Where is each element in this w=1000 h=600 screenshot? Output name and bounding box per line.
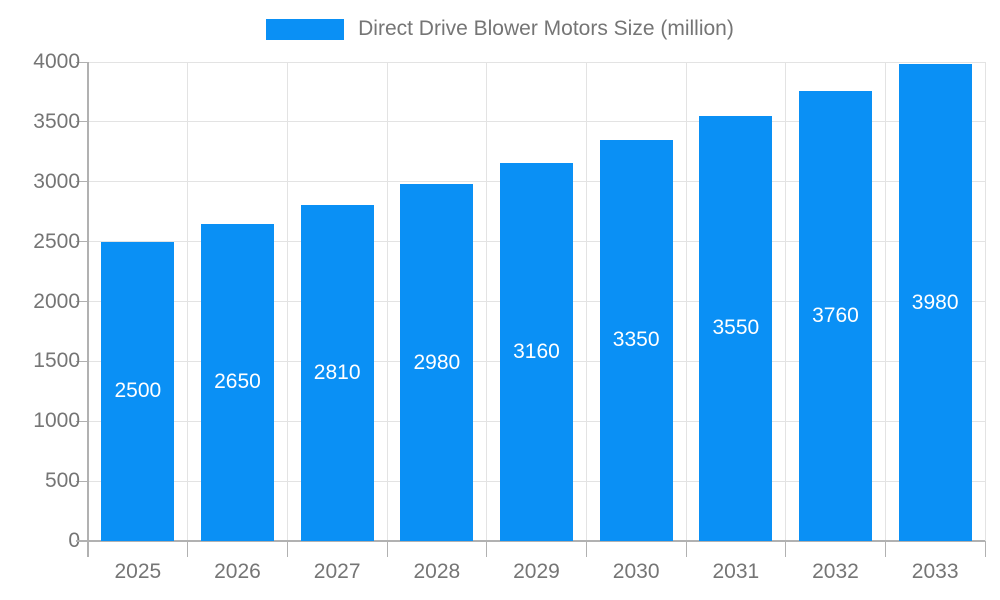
bar-value-label: 2980 xyxy=(413,350,461,374)
bar-value-label: 2810 xyxy=(313,360,361,384)
y-tick-label: 1500 xyxy=(33,349,80,373)
y-tick-label: 3000 xyxy=(33,169,80,193)
y-tick xyxy=(76,480,88,482)
x-tick xyxy=(685,541,687,557)
bar xyxy=(400,184,474,541)
y-tick-label: 0 xyxy=(68,529,80,552)
bar xyxy=(300,204,374,541)
x-tick-label: 2028 xyxy=(413,560,461,583)
y-gridline xyxy=(88,121,985,123)
x-gridline xyxy=(984,62,986,541)
bar xyxy=(699,115,773,541)
y-tick-label: 2000 xyxy=(33,289,80,313)
x-tick xyxy=(286,541,288,557)
bar xyxy=(101,241,175,541)
y-tick-label: 3500 xyxy=(33,109,80,133)
x-tick xyxy=(785,541,787,557)
legend-swatch xyxy=(266,18,345,40)
y-tick xyxy=(76,301,88,302)
y-tick xyxy=(76,121,88,123)
x-gridline xyxy=(187,62,189,541)
y-gridline xyxy=(88,61,985,63)
x-tick-label: 2030 xyxy=(612,560,660,583)
bar-value-label: 3980 xyxy=(911,290,959,314)
x-tick xyxy=(984,541,986,557)
x-tick xyxy=(386,541,388,557)
x-gridline xyxy=(785,62,787,541)
x-tick-label: 2025 xyxy=(114,560,162,583)
x-axis-line xyxy=(76,540,985,542)
x-tick xyxy=(486,541,488,557)
bar xyxy=(201,223,274,541)
bar-value-label: 3760 xyxy=(812,303,859,327)
y-tick-label: 4000 xyxy=(33,50,80,73)
x-tick-label: 2031 xyxy=(712,560,760,583)
x-tick-label: 2033 xyxy=(911,560,959,583)
bar-value-label: 3160 xyxy=(513,339,560,363)
y-tick-label: 500 xyxy=(44,469,80,493)
y-tick xyxy=(76,241,88,243)
x-gridline xyxy=(685,62,687,541)
bar xyxy=(799,90,872,541)
x-tick xyxy=(884,541,886,557)
bar-value-label: 3550 xyxy=(712,316,760,340)
x-tick-label: 2027 xyxy=(313,560,361,583)
y-tick xyxy=(76,181,88,183)
y-tick xyxy=(76,61,88,63)
legend-label: Direct Drive Blower Motors Size (million… xyxy=(358,17,734,40)
x-gridline xyxy=(286,62,288,541)
x-gridline xyxy=(585,62,587,541)
bar xyxy=(599,139,673,541)
x-gridline xyxy=(386,62,388,541)
y-axis-line xyxy=(87,62,89,557)
x-tick xyxy=(187,541,189,557)
x-gridline xyxy=(884,62,886,541)
legend: Direct Drive Blower Motors Size (million… xyxy=(0,17,1000,41)
x-gridline xyxy=(486,62,488,541)
y-tick-label: 2500 xyxy=(33,229,80,253)
y-tick xyxy=(76,420,88,422)
bar xyxy=(898,64,972,541)
y-tick-label: 1000 xyxy=(33,409,80,433)
x-tick-label: 2026 xyxy=(214,560,261,583)
x-tick xyxy=(585,541,587,557)
bar-value-label: 2650 xyxy=(214,370,261,394)
x-tick-label: 2032 xyxy=(812,560,859,583)
x-tick-label: 2029 xyxy=(513,560,560,583)
bar-value-label: 2500 xyxy=(114,379,162,403)
y-tick xyxy=(76,360,88,362)
bar xyxy=(500,162,573,541)
bar-value-label: 3350 xyxy=(612,328,660,352)
